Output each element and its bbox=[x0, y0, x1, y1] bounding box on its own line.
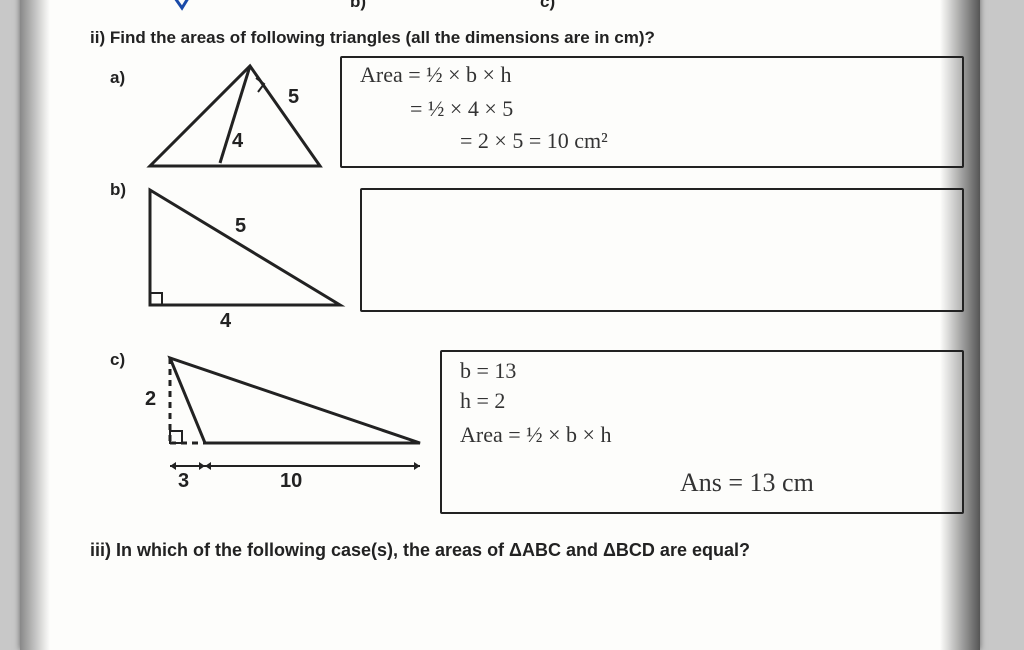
q2a-work-l1: Area = ½ × b × h bbox=[360, 62, 511, 88]
q2a-base: 4 bbox=[232, 130, 243, 153]
q2b-label: b) bbox=[110, 180, 126, 200]
q2c-work-l3: Area = ½ × b × h bbox=[460, 422, 611, 448]
q2b-hyp: 5 bbox=[235, 215, 246, 238]
q2c-work-l1: b = 13 bbox=[460, 358, 516, 384]
q2c-base: 10 bbox=[280, 470, 302, 493]
q2c-label: c) bbox=[110, 350, 125, 370]
q3-prompt: iii) In which of the following case(s), … bbox=[90, 540, 750, 561]
q2c-ext: 3 bbox=[178, 470, 189, 493]
q2a-work-l2: = ½ × 4 × 5 bbox=[410, 96, 513, 122]
worksheet-page: b) c) ii) Find the areas of following tr… bbox=[20, 0, 980, 650]
q2c-work-l2: h = 2 bbox=[460, 388, 505, 414]
top-c-label: c) bbox=[540, 0, 555, 12]
q2b-triangle bbox=[140, 180, 350, 320]
q2a-label: a) bbox=[110, 68, 125, 88]
top-row-diagram bbox=[60, 0, 940, 20]
q2c-work-l4: Ans = 13 cm bbox=[680, 468, 814, 498]
q2b-base: 4 bbox=[220, 310, 231, 333]
q2c-triangle bbox=[130, 348, 430, 488]
q2-prompt: ii) Find the areas of following triangle… bbox=[90, 28, 655, 48]
q2a-side: 5 bbox=[288, 86, 299, 109]
page-shadow-left bbox=[20, 0, 50, 650]
q2a-work-l3: = 2 × 5 = 10 cm² bbox=[460, 128, 608, 154]
q2b-workbox bbox=[360, 188, 964, 312]
q2c-height: 2 bbox=[145, 388, 156, 411]
top-b-label: b) bbox=[350, 0, 366, 12]
q2a-triangle bbox=[140, 56, 330, 176]
